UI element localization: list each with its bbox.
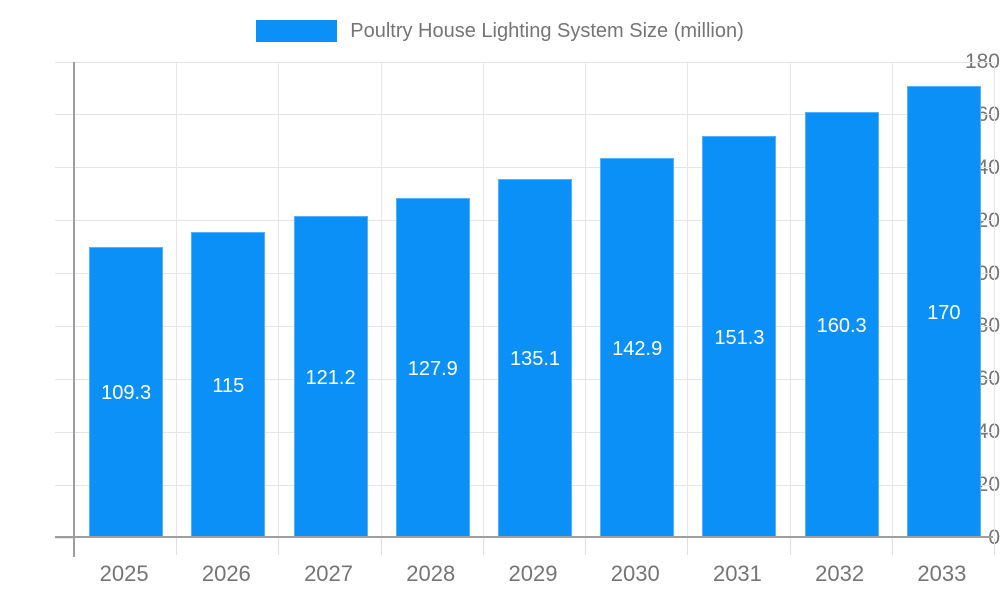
bar-value-label-2028: 127.9: [407, 357, 458, 380]
x-axis-label-2028: 2028: [406, 561, 456, 586]
bar-value-label-2033: 170: [927, 302, 961, 325]
x-axis-tick-3: [380, 538, 382, 555]
y-gridline-140: [75, 167, 993, 169]
y-axis-label-0: 0: [948, 527, 1000, 549]
bar-2032[interactable]: [804, 112, 879, 536]
bar-value-label-2027: 121.2: [305, 366, 356, 389]
x-gridline-8: [891, 62, 893, 536]
y-axis-tick-100: [55, 273, 73, 275]
x-gridline-9: [994, 62, 995, 536]
bar-2025[interactable]: [89, 246, 164, 536]
x-axis-label-2027: 2027: [304, 561, 354, 586]
x-axis-label-2030: 2030: [610, 561, 660, 586]
legend[interactable]: Poultry House Lighting System Size (mill…: [0, 20, 1000, 42]
y-axis-tick-180: [55, 61, 73, 63]
x-gridline-3: [380, 62, 382, 536]
bar-value-label-2032: 160.3: [816, 315, 867, 338]
y-axis-tick-140: [55, 167, 73, 169]
x-axis-label-2026: 2026: [201, 561, 251, 586]
bar-2033[interactable]: [906, 86, 981, 536]
x-axis-tick-1: [176, 538, 178, 555]
y-gridline-180: [75, 61, 993, 63]
x-gridline-2: [278, 62, 280, 536]
x-axis-tick-0: [73, 538, 75, 557]
legend-label: Poultry House Lighting System Size (mill…: [350, 20, 744, 42]
y-gridline-160: [75, 114, 993, 116]
x-axis-line-extension: [55, 536, 75, 538]
y-axis-tick-40: [55, 431, 73, 433]
x-axis-tick-5: [585, 538, 587, 555]
y-axis-tick-120: [55, 220, 73, 222]
legend-swatch: [256, 20, 338, 42]
x-axis-label-2025: 2025: [99, 561, 149, 586]
plot-area: 109.3 115 121.2 127.9 135.1 142.9 151.3 160.3 17…: [55, 61, 995, 557]
x-axis-label-2031: 2031: [712, 561, 762, 586]
x-gridline-1: [176, 62, 178, 536]
bar-value-label-2030: 142.9: [612, 338, 663, 361]
bar-value-label-2029: 135.1: [509, 348, 561, 371]
y-axis-tick-60: [55, 378, 73, 380]
x-axis-tick-9: [994, 538, 995, 555]
bar-value-label-2025: 109.3: [101, 382, 152, 405]
x-gridline-7: [789, 62, 791, 536]
x-axis-tick-4: [482, 538, 484, 555]
bar-value-label-2031: 151.3: [714, 326, 765, 349]
x-axis-tick-8: [891, 538, 893, 555]
x-axis-tick-2: [278, 538, 280, 555]
x-axis-label-2029: 2029: [508, 561, 558, 586]
y-axis-tick-160: [55, 114, 73, 116]
bar-2031[interactable]: [702, 135, 777, 536]
bar-2029[interactable]: [498, 178, 572, 536]
x-gridline-5: [585, 62, 587, 536]
bar-value-label-2026: 115: [212, 374, 245, 397]
bar-2027[interactable]: [293, 215, 368, 536]
x-gridline-6: [687, 62, 689, 536]
bar-2028[interactable]: [395, 197, 470, 536]
bar-2026[interactable]: [191, 231, 266, 536]
x-axis-label-2032: 2032: [815, 561, 865, 586]
x-axis-label-2033: 2033: [917, 561, 967, 586]
y-axis-tick-80: [55, 325, 73, 327]
y-axis-tick-0: [55, 537, 73, 539]
y-axis-tick-20: [55, 484, 73, 486]
x-gridline-4: [482, 62, 484, 536]
x-axis-tick-7: [789, 538, 791, 555]
x-axis-tick-6: [687, 538, 689, 555]
bar-2030[interactable]: [600, 158, 675, 536]
